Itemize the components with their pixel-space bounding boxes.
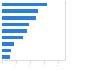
Bar [2,55,10,59]
Bar [2,3,47,6]
Bar [2,36,23,39]
Bar [2,23,29,26]
Bar [2,29,27,33]
Bar [2,16,36,20]
Bar [2,9,38,13]
Bar [2,42,14,46]
Bar [2,49,11,52]
